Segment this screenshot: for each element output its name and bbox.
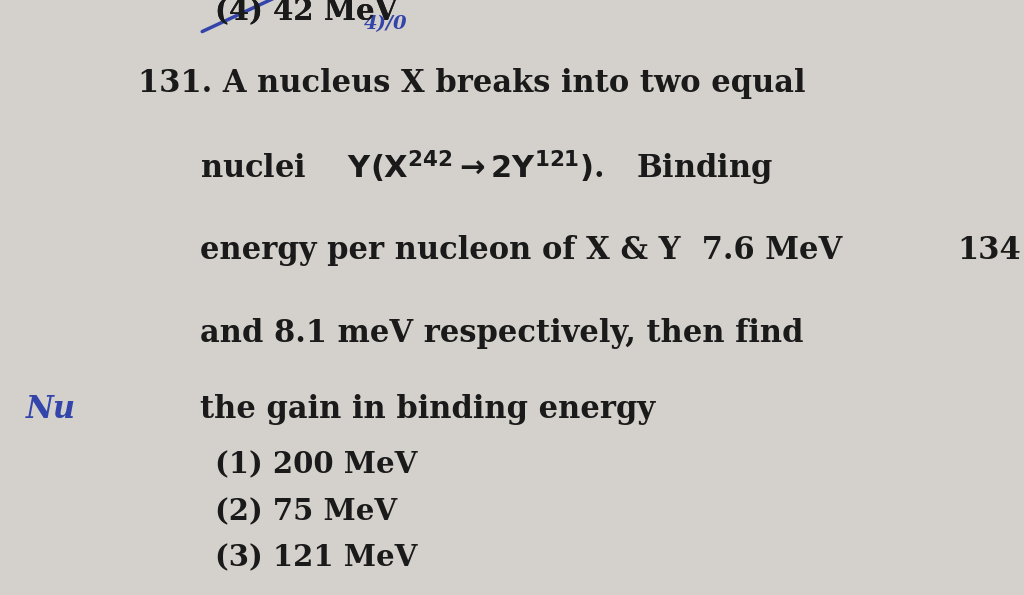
- Text: the gain in binding energy: the gain in binding energy: [200, 394, 654, 425]
- Text: (2) 75 MeV: (2) 75 MeV: [215, 497, 397, 527]
- FancyArrowPatch shape: [202, 0, 300, 32]
- Text: (1) 200 MeV: (1) 200 MeV: [215, 450, 418, 479]
- Text: 4)/0: 4)/0: [364, 15, 408, 33]
- Text: 134: 134: [957, 235, 1021, 266]
- Text: energy per nucleon of X & Y  7.6 MeV: energy per nucleon of X & Y 7.6 MeV: [200, 235, 842, 266]
- Text: nuclei    $\mathbf{Y(X^{242}{\rightarrow}2Y^{121})}$.   Binding: nuclei $\mathbf{Y(X^{242}{\rightarrow}2Y…: [200, 149, 773, 188]
- Text: Nu: Nu: [26, 394, 76, 425]
- Text: 131. A nucleus X breaks into two equal: 131. A nucleus X breaks into two equal: [138, 68, 806, 99]
- Text: (4) 42 MeV: (4) 42 MeV: [215, 0, 397, 26]
- Text: (3) 121 MeV: (3) 121 MeV: [215, 543, 418, 572]
- Text: and 8.1 meV respectively, then find: and 8.1 meV respectively, then find: [200, 318, 803, 349]
- Text: (4) 42 MeV: (4) 42 MeV: [215, 0, 397, 27]
